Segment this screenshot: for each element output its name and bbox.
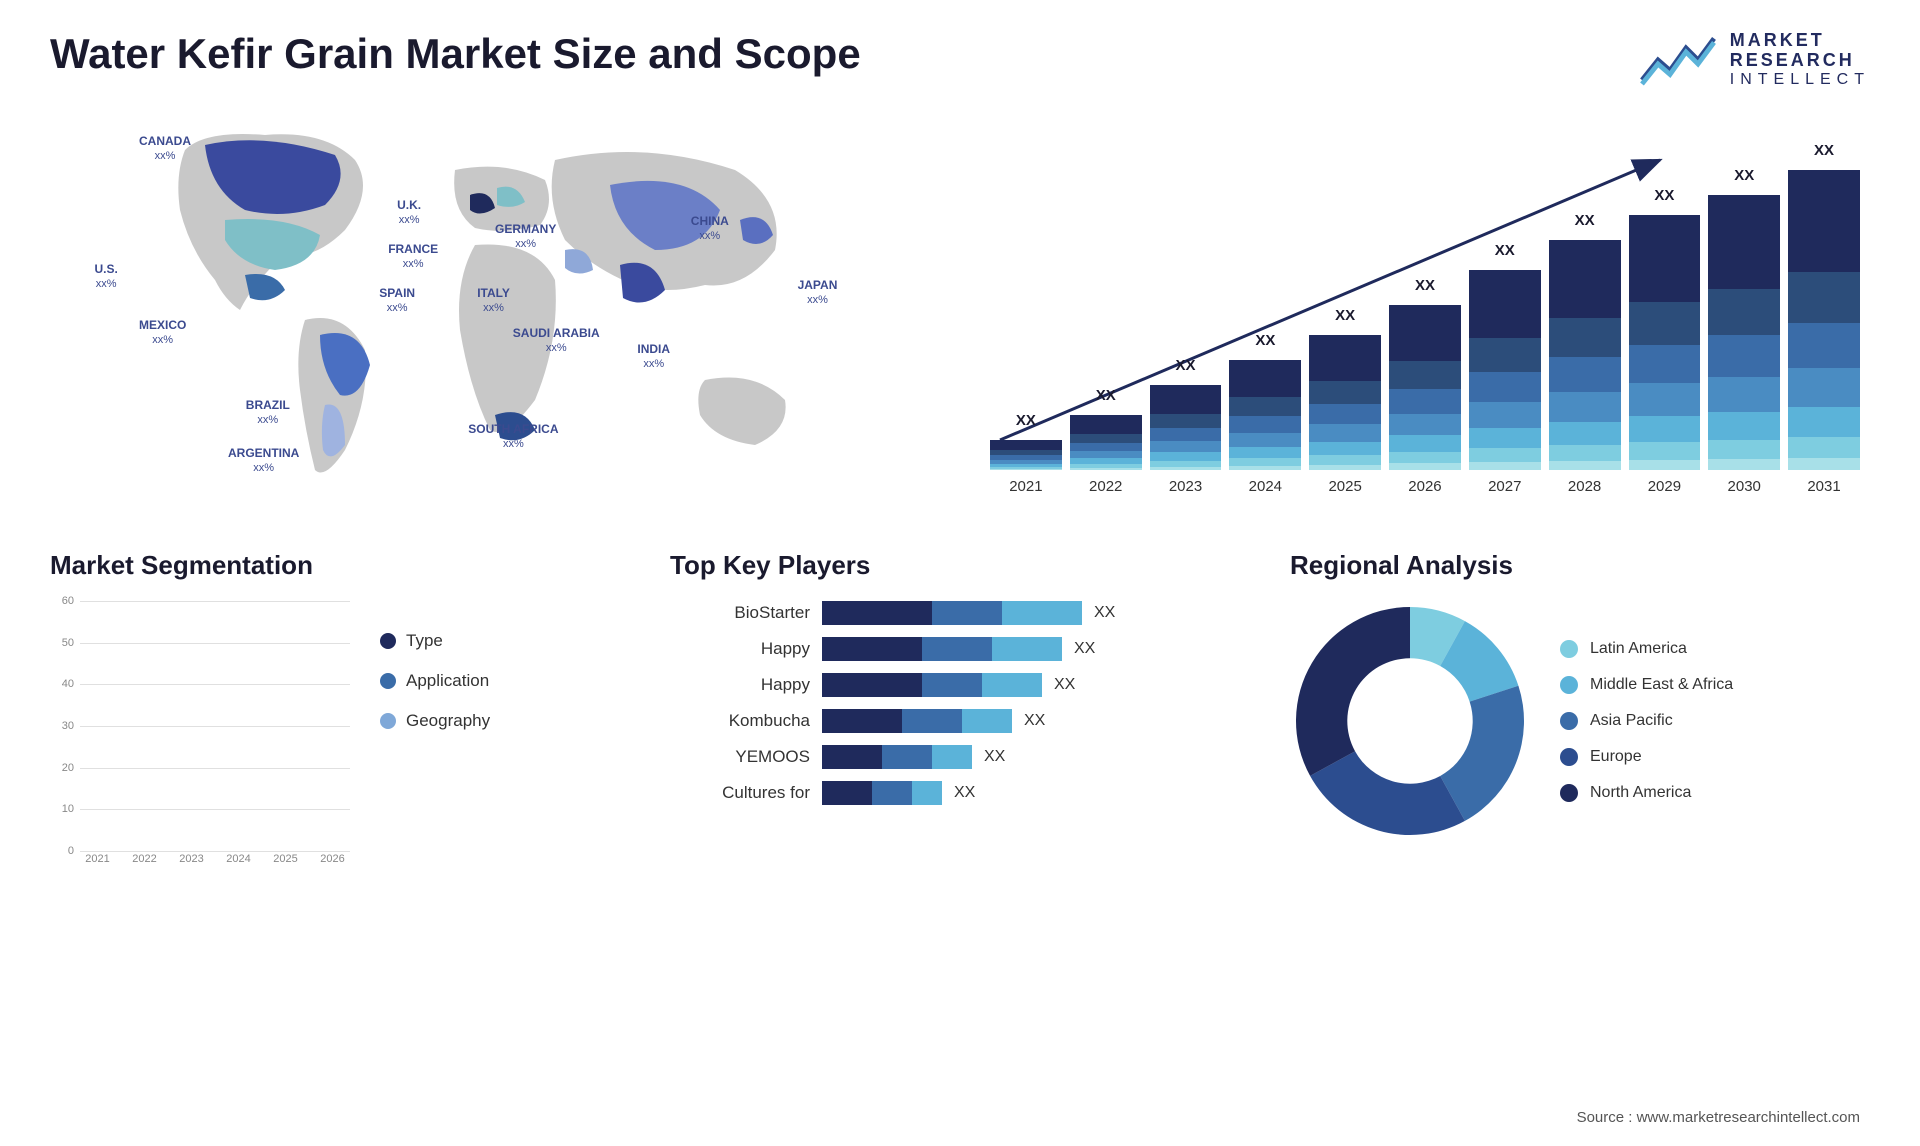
- segmentation-title: Market Segmentation: [50, 550, 630, 581]
- forecast-bar: XX: [990, 440, 1062, 470]
- key-player-row: KombuchaXX: [670, 709, 1250, 733]
- forecast-bar: XX: [1309, 335, 1381, 470]
- key-player-row: YEMOOSXX: [670, 745, 1250, 769]
- forecast-chart-panel: XXXXXXXXXXXXXXXXXXXXXX 20212022202320242…: [980, 110, 1870, 510]
- forecast-year-label: 2021: [990, 478, 1062, 495]
- key-players-panel: Top Key Players BioStarterXX HappyXX Happy…: [670, 550, 1250, 881]
- map-label: ARGENTINAxx%: [228, 446, 299, 476]
- regional-donut-chart: [1290, 601, 1530, 841]
- forecast-bar: XX: [1229, 360, 1301, 470]
- forecast-bar: XX: [1389, 305, 1461, 470]
- key-player-row: Cultures forXX: [670, 781, 1250, 805]
- forecast-year-label: 2022: [1070, 478, 1142, 495]
- regional-panel: Regional Analysis Latin America Middle Ea…: [1290, 550, 1870, 881]
- segmentation-legend-item: Application: [380, 671, 490, 691]
- map-label: FRANCExx%: [388, 242, 438, 272]
- forecast-year-label: 2026: [1389, 478, 1461, 495]
- segmentation-legend-item: Type: [380, 631, 490, 651]
- forecast-bar: XX: [1629, 215, 1701, 470]
- forecast-year-label: 2023: [1150, 478, 1222, 495]
- key-player-row: HappyXX: [670, 637, 1250, 661]
- forecast-year-label: 2027: [1469, 478, 1541, 495]
- map-label: BRAZILxx%: [246, 398, 290, 428]
- regional-legend-item: Europe: [1560, 748, 1733, 766]
- logo-text-3: INTELLECT: [1730, 71, 1870, 89]
- segmentation-chart: 0102030405060 202120222023202420252026: [50, 601, 350, 881]
- forecast-year-label: 2025: [1309, 478, 1381, 495]
- forecast-year-label: 2030: [1708, 478, 1780, 495]
- forecast-bar: XX: [1469, 270, 1541, 470]
- regional-legend-item: Asia Pacific: [1560, 712, 1733, 730]
- map-label: ITALYxx%: [477, 286, 510, 316]
- key-player-row: BioStarterXX: [670, 601, 1250, 625]
- map-label: MEXICOxx%: [139, 318, 186, 348]
- map-label: CHINAxx%: [691, 214, 729, 244]
- key-player-row: HappyXX: [670, 673, 1250, 697]
- map-label: U.S.xx%: [95, 262, 118, 292]
- regional-legend-item: Middle East & Africa: [1560, 676, 1733, 694]
- page-title: Water Kefir Grain Market Size and Scope: [50, 30, 861, 78]
- forecast-year-label: 2031: [1788, 478, 1860, 495]
- logo-mark-icon: [1638, 30, 1718, 90]
- map-label: CANADAxx%: [139, 134, 191, 164]
- forecast-year-label: 2029: [1629, 478, 1701, 495]
- source-citation: Source : www.marketresearchintellect.com: [1577, 1109, 1860, 1126]
- map-label: U.K.xx%: [397, 198, 421, 228]
- forecast-bar: XX: [1788, 170, 1860, 470]
- forecast-year-label: 2024: [1229, 478, 1301, 495]
- map-label: INDIAxx%: [637, 342, 670, 372]
- donut-slice: [1310, 751, 1465, 835]
- donut-slice: [1296, 607, 1410, 776]
- map-label: SPAINxx%: [379, 286, 415, 316]
- regional-title: Regional Analysis: [1290, 550, 1870, 581]
- regional-legend: Latin America Middle East & Africa Asia Pa…: [1560, 640, 1733, 802]
- logo-text-2: RESEARCH: [1730, 51, 1870, 71]
- brand-logo: MARKET RESEARCH INTELLECT: [1638, 30, 1870, 90]
- logo-text-1: MARKET: [1730, 31, 1870, 51]
- forecast-year-label: 2028: [1549, 478, 1621, 495]
- regional-legend-item: North America: [1560, 784, 1733, 802]
- map-label: SAUDI ARABIAxx%: [513, 326, 600, 356]
- forecast-bar: XX: [1549, 240, 1621, 470]
- key-players-title: Top Key Players: [670, 550, 1250, 581]
- forecast-bar: XX: [1150, 385, 1222, 470]
- map-label: JAPANxx%: [798, 278, 838, 308]
- world-map-panel: CANADAxx% U.S.xx% MEXICOxx% BRAZILxx% ARGENT…: [50, 110, 940, 510]
- regional-legend-item: Latin America: [1560, 640, 1733, 658]
- segmentation-legend: Type Application Geography: [380, 601, 490, 881]
- map-label: GERMANYxx%: [495, 222, 556, 252]
- forecast-bar: XX: [1708, 195, 1780, 470]
- map-label: SOUTH AFRICAxx%: [468, 422, 558, 452]
- forecast-bar: XX: [1070, 415, 1142, 470]
- segmentation-panel: Market Segmentation 0102030405060 202120…: [50, 550, 630, 881]
- segmentation-legend-item: Geography: [380, 711, 490, 731]
